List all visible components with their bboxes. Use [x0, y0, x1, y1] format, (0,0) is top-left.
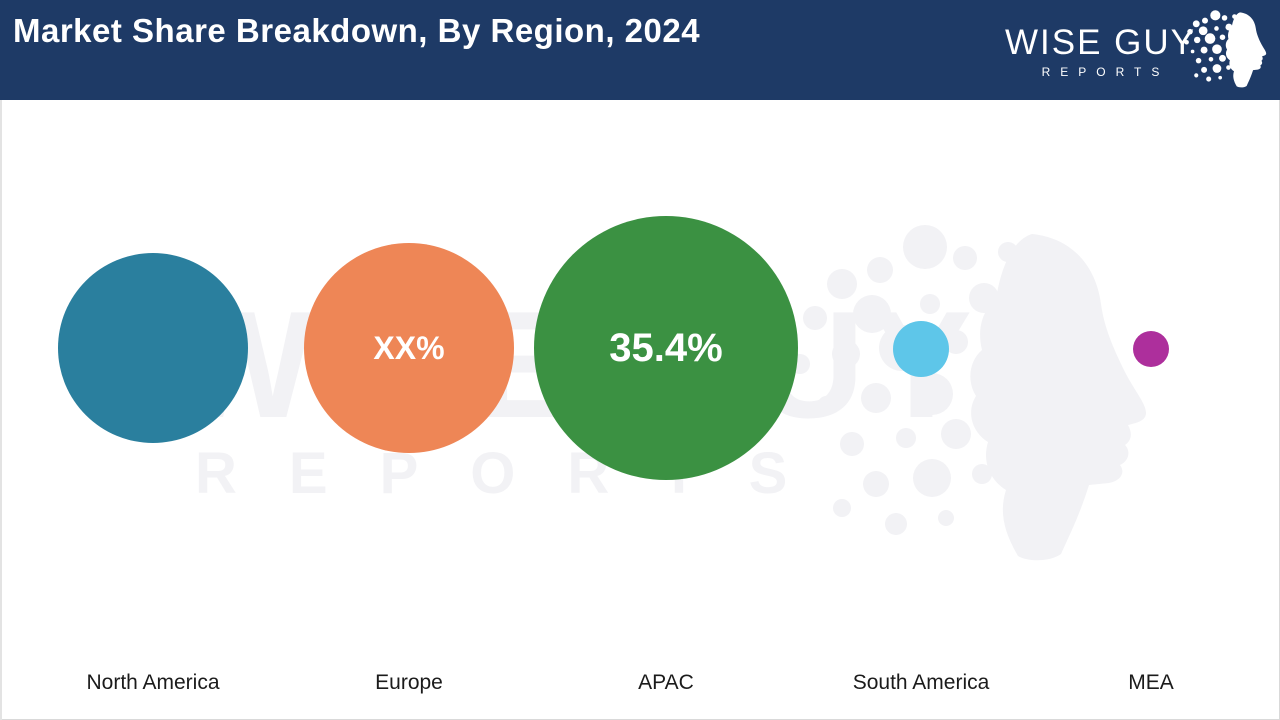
brand-name: WISE GUY [1004, 23, 1196, 62]
watermark-head-icon [790, 225, 1146, 561]
brand-logo-text: WISE GUY REPORTS [1005, 23, 1196, 79]
region-label-europe: Europe [375, 671, 443, 694]
content-left-border [0, 100, 2, 720]
page-title: Market Share Breakdown, By Region, 2024 [13, 12, 701, 49]
bubble-apac: 35.4% [534, 216, 798, 480]
bubble-north-america [58, 253, 248, 443]
brand-head-icon [1184, 10, 1267, 88]
bubble-south-america [893, 321, 949, 377]
brand-logo: WISE GUY REPORTS [1005, 6, 1274, 96]
region-label-mea: MEA [1128, 671, 1174, 694]
region-label-south-america: South America [852, 671, 990, 694]
bubble-mea [1133, 331, 1169, 367]
bubble-europe: XX% [304, 243, 514, 453]
region-label-apac: APAC [638, 671, 694, 694]
brand-subname: REPORTS [1041, 65, 1170, 79]
header-band: Market Share Breakdown, By Region, 2024 … [0, 0, 1280, 100]
region-label-north-america: North America [86, 671, 220, 694]
